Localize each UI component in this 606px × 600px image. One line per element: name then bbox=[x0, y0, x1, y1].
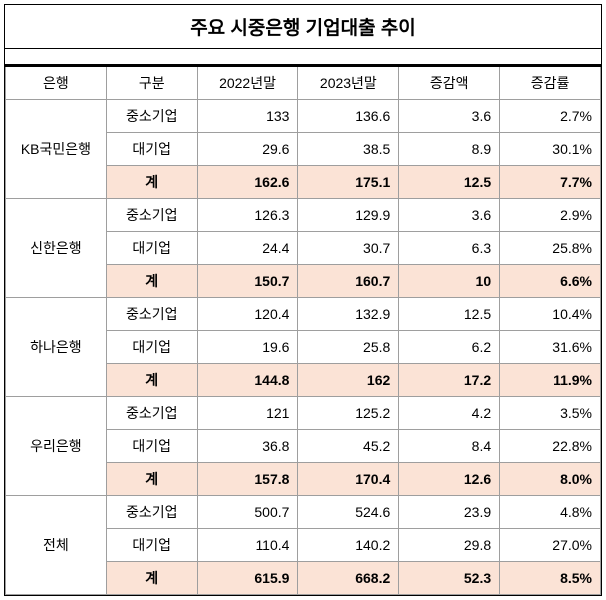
value-cell: 30.7 bbox=[298, 232, 399, 265]
value-cell: 668.2 bbox=[298, 562, 399, 595]
value-cell: 6.6% bbox=[500, 265, 601, 298]
value-cell: 52.3 bbox=[399, 562, 500, 595]
value-cell: 129.9 bbox=[298, 199, 399, 232]
value-cell: 25.8 bbox=[298, 331, 399, 364]
value-cell: 157.8 bbox=[197, 463, 298, 496]
value-cell: 12.6 bbox=[399, 463, 500, 496]
value-cell: 133 bbox=[197, 100, 298, 133]
value-cell: 132.9 bbox=[298, 298, 399, 331]
value-cell: 6.2 bbox=[399, 331, 500, 364]
row-type-cell: 대기업 bbox=[106, 331, 197, 364]
value-cell: 45.2 bbox=[298, 430, 399, 463]
row-type-cell: 계 bbox=[106, 562, 197, 595]
value-cell: 3.6 bbox=[399, 100, 500, 133]
value-cell: 110.4 bbox=[197, 529, 298, 562]
value-cell: 4.2 bbox=[399, 397, 500, 430]
value-cell: 144.8 bbox=[197, 364, 298, 397]
spacer-row bbox=[5, 49, 601, 65]
table-row: 신한은행중소기업126.3129.93.62.9% bbox=[6, 199, 601, 232]
col-2022-header: 2022년말 bbox=[197, 66, 298, 100]
value-cell: 25.8% bbox=[500, 232, 601, 265]
value-cell: 10 bbox=[399, 265, 500, 298]
value-cell: 2.9% bbox=[500, 199, 601, 232]
value-cell: 136.6 bbox=[298, 100, 399, 133]
value-cell: 162 bbox=[298, 364, 399, 397]
value-cell: 140.2 bbox=[298, 529, 399, 562]
row-type-cell: 중소기업 bbox=[106, 397, 197, 430]
value-cell: 8.0% bbox=[500, 463, 601, 496]
col-bank-header: 은행 bbox=[6, 66, 107, 100]
value-cell: 11.9% bbox=[500, 364, 601, 397]
row-type-cell: 계 bbox=[106, 265, 197, 298]
value-cell: 8.4 bbox=[399, 430, 500, 463]
value-cell: 19.6 bbox=[197, 331, 298, 364]
value-cell: 10.4% bbox=[500, 298, 601, 331]
value-cell: 36.8 bbox=[197, 430, 298, 463]
value-cell: 24.4 bbox=[197, 232, 298, 265]
value-cell: 121 bbox=[197, 397, 298, 430]
row-type-cell: 중소기업 bbox=[106, 496, 197, 529]
value-cell: 4.8% bbox=[500, 496, 601, 529]
value-cell: 3.5% bbox=[500, 397, 601, 430]
value-cell: 38.5 bbox=[298, 133, 399, 166]
table-row: 하나은행중소기업120.4132.912.510.4% bbox=[6, 298, 601, 331]
value-cell: 126.3 bbox=[197, 199, 298, 232]
row-type-cell: 중소기업 bbox=[106, 100, 197, 133]
value-cell: 12.5 bbox=[399, 166, 500, 199]
value-cell: 120.4 bbox=[197, 298, 298, 331]
row-type-cell: 대기업 bbox=[106, 430, 197, 463]
table-row: 우리은행중소기업121125.24.23.5% bbox=[6, 397, 601, 430]
row-type-cell: 계 bbox=[106, 364, 197, 397]
row-type-cell: 계 bbox=[106, 166, 197, 199]
value-cell: 125.2 bbox=[298, 397, 399, 430]
row-type-cell: 대기업 bbox=[106, 232, 197, 265]
value-cell: 12.5 bbox=[399, 298, 500, 331]
row-type-cell: 계 bbox=[106, 463, 197, 496]
value-cell: 27.0% bbox=[500, 529, 601, 562]
value-cell: 3.6 bbox=[399, 199, 500, 232]
value-cell: 8.5% bbox=[500, 562, 601, 595]
value-cell: 2.7% bbox=[500, 100, 601, 133]
value-cell: 162.6 bbox=[197, 166, 298, 199]
header-row: 은행 구분 2022년말 2023년말 증감액 증감률 bbox=[6, 66, 601, 100]
value-cell: 29.6 bbox=[197, 133, 298, 166]
value-cell: 500.7 bbox=[197, 496, 298, 529]
table-row: KB국민은행중소기업133136.63.62.7% bbox=[6, 100, 601, 133]
value-cell: 524.6 bbox=[298, 496, 399, 529]
value-cell: 31.6% bbox=[500, 331, 601, 364]
value-cell: 175.1 bbox=[298, 166, 399, 199]
value-cell: 8.9 bbox=[399, 133, 500, 166]
row-type-cell: 중소기업 bbox=[106, 199, 197, 232]
row-type-cell: 대기업 bbox=[106, 529, 197, 562]
col-change-header: 증감액 bbox=[399, 66, 500, 100]
row-type-cell: 대기업 bbox=[106, 133, 197, 166]
value-cell: 17.2 bbox=[399, 364, 500, 397]
value-cell: 170.4 bbox=[298, 463, 399, 496]
col-2023-header: 2023년말 bbox=[298, 66, 399, 100]
value-cell: 160.7 bbox=[298, 265, 399, 298]
value-cell: 29.8 bbox=[399, 529, 500, 562]
bank-name-cell: 전체 bbox=[6, 496, 107, 595]
row-type-cell: 중소기업 bbox=[106, 298, 197, 331]
bank-name-cell: 우리은행 bbox=[6, 397, 107, 496]
value-cell: 6.3 bbox=[399, 232, 500, 265]
bank-name-cell: 신한은행 bbox=[6, 199, 107, 298]
value-cell: 22.8% bbox=[500, 430, 601, 463]
value-cell: 150.7 bbox=[197, 265, 298, 298]
col-rate-header: 증감률 bbox=[500, 66, 601, 100]
table-row: 전체중소기업500.7524.623.94.8% bbox=[6, 496, 601, 529]
bank-name-cell: 하나은행 bbox=[6, 298, 107, 397]
loan-table-container: 주요 시중은행 기업대출 추이 은행 구분 2022년말 2023년말 증감액 … bbox=[4, 4, 602, 596]
bank-name-cell: KB국민은행 bbox=[6, 100, 107, 199]
value-cell: 23.9 bbox=[399, 496, 500, 529]
table-title: 주요 시중은행 기업대출 추이 bbox=[5, 5, 601, 49]
value-cell: 615.9 bbox=[197, 562, 298, 595]
col-type-header: 구분 bbox=[106, 66, 197, 100]
value-cell: 30.1% bbox=[500, 133, 601, 166]
loan-table: 은행 구분 2022년말 2023년말 증감액 증감률 KB국민은행중소기업13… bbox=[5, 65, 601, 595]
value-cell: 7.7% bbox=[500, 166, 601, 199]
